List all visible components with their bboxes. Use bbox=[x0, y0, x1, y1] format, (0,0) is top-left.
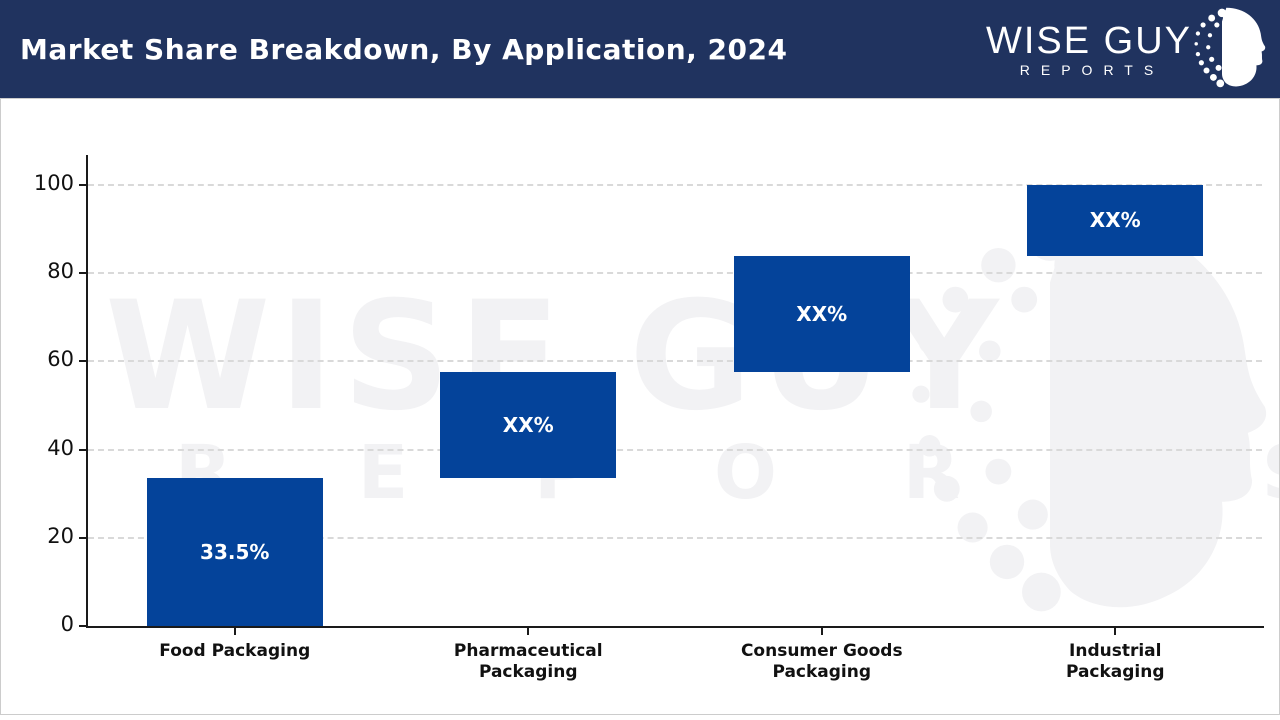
y-axis-tick bbox=[79, 360, 86, 363]
x-axis-tick bbox=[233, 628, 236, 635]
y-axis-tick-label: 20 bbox=[47, 523, 74, 548]
y-axis-tick-label: 40 bbox=[47, 435, 74, 460]
x-axis-tick bbox=[527, 628, 530, 635]
x-axis-category-label: Industrial Packaging bbox=[1065, 641, 1165, 682]
y-axis-tick bbox=[79, 625, 86, 627]
logo-wordmark: WISE GUY bbox=[985, 20, 1192, 62]
bar-segment: XX% bbox=[733, 255, 910, 373]
gridline bbox=[88, 536, 1262, 539]
gridline bbox=[88, 272, 1262, 275]
x-axis-category-label: Consumer Goods Packaging bbox=[740, 641, 903, 682]
y-axis-tick bbox=[79, 272, 86, 275]
dotted-head-icon bbox=[1194, 7, 1266, 88]
y-axis-tick bbox=[79, 536, 86, 539]
x-axis-tick bbox=[820, 628, 823, 635]
gridline bbox=[88, 184, 1262, 186]
frame-bottom-line bbox=[0, 714, 1280, 715]
bar-value-label: 33.5% bbox=[200, 540, 270, 565]
x-axis-tick bbox=[1114, 628, 1117, 635]
frame-top-line bbox=[0, 98, 1280, 99]
bar-segment: XX% bbox=[440, 372, 617, 479]
x-axis-category-label: Pharmaceutical Packaging bbox=[453, 641, 603, 682]
y-axis-tick-label: 60 bbox=[47, 347, 74, 372]
x-axis-category-label: Food Packaging bbox=[159, 641, 311, 661]
y-axis-tick bbox=[79, 448, 86, 451]
gridline bbox=[88, 448, 1262, 451]
bar-value-label: XX% bbox=[502, 413, 554, 438]
wise-guy-reports-logo: WISE GUY REPORTS bbox=[986, 6, 1266, 92]
y-axis-line bbox=[86, 155, 88, 628]
logo-subtitle: REPORTS bbox=[1019, 62, 1165, 78]
x-axis-line bbox=[86, 626, 1264, 628]
y-axis-tick-label: 100 bbox=[33, 171, 74, 195]
frame-left-line bbox=[0, 98, 1, 715]
y-axis-tick bbox=[79, 184, 86, 186]
bar-value-label: XX% bbox=[1089, 208, 1141, 233]
bar-segment: 33.5% bbox=[146, 478, 323, 626]
logo-text: WISE GUY REPORTS bbox=[986, 20, 1192, 78]
bar-value-label: XX% bbox=[796, 301, 848, 326]
bar-segment: XX% bbox=[1027, 185, 1204, 256]
y-axis-tick-label: 0 bbox=[60, 612, 74, 636]
page-title: Market Share Breakdown, By Application, … bbox=[20, 32, 788, 66]
header-bar: Market Share Breakdown, By Application, … bbox=[0, 0, 1280, 98]
gridline bbox=[88, 360, 1262, 363]
y-axis-tick-label: 80 bbox=[47, 259, 74, 284]
